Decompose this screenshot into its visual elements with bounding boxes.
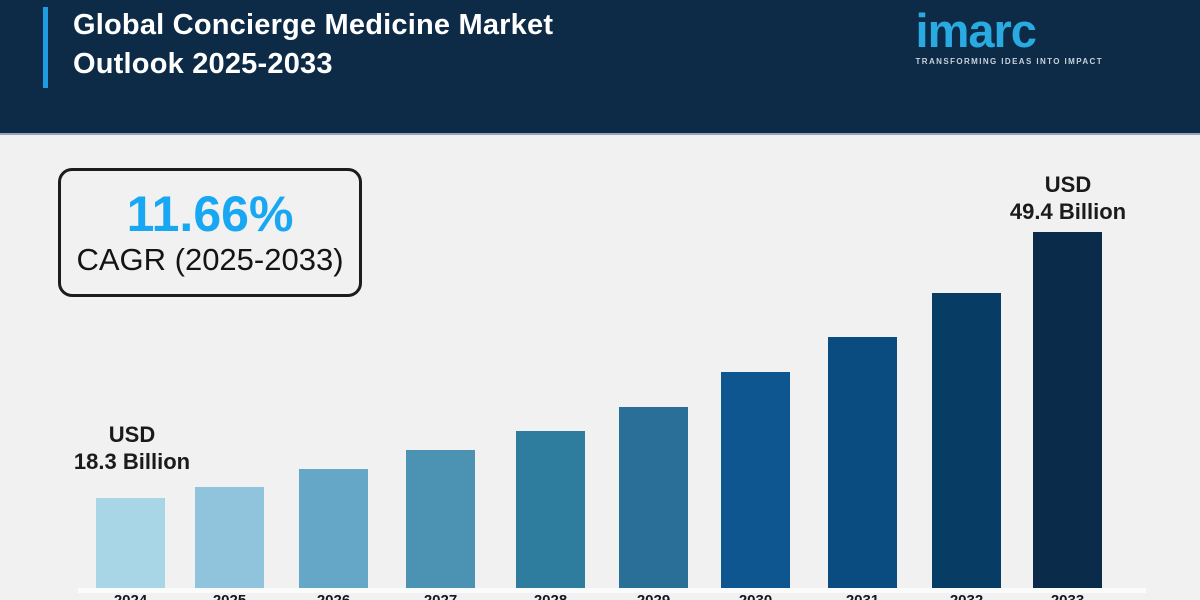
bar-2032	[932, 293, 1001, 588]
x-axis-label-2024: 2024	[91, 592, 171, 600]
imarc-logo: imarc TRANSFORMING IDEAS INTO IMPACT	[915, 4, 1103, 66]
cagr-card: 11.66% CAGR (2025-2033)	[58, 168, 362, 297]
bar-2028	[516, 431, 585, 588]
cagr-value: 11.66%	[126, 186, 294, 242]
value-label-2024: USD 18.3 Billion	[22, 421, 242, 475]
cagr-label: CAGR (2025-2033)	[76, 242, 344, 277]
bar-2025	[195, 487, 264, 588]
value-label-2024-currency: USD	[108, 422, 156, 447]
x-axis-label-2026: 2026	[294, 592, 374, 600]
x-axis-label-2028: 2028	[511, 592, 591, 600]
bar-2031	[828, 337, 897, 588]
bar-2024	[96, 498, 165, 588]
imarc-logo-tagline: TRANSFORMING IDEAS INTO IMPACT	[915, 57, 1103, 66]
title-accent-bar	[43, 7, 48, 88]
bar-2029	[619, 407, 688, 588]
x-axis-line	[78, 588, 1146, 593]
bar-2033	[1033, 232, 1102, 588]
x-axis-label-2030: 2030	[716, 592, 796, 600]
value-label-2033-amount: 49.4 Billion	[1009, 199, 1127, 224]
bar-2026	[299, 469, 368, 588]
x-axis-label-2032: 2032	[927, 592, 1007, 600]
x-axis-label-2033: 2033	[1028, 592, 1108, 600]
x-axis-label-2027: 2027	[401, 592, 481, 600]
bar-2027	[406, 450, 475, 588]
page-title: Global Concierge Medicine Market Outlook…	[73, 9, 554, 80]
value-label-2033: USD 49.4 Billion	[958, 171, 1178, 225]
value-label-2033-currency: USD	[1044, 172, 1092, 197]
bar-2030	[721, 372, 790, 588]
value-label-2024-amount: 18.3 Billion	[73, 449, 191, 474]
x-axis-label-2031: 2031	[823, 592, 903, 600]
header: Global Concierge Medicine Market Outlook…	[0, 0, 1200, 135]
imarc-logo-text: imarc	[915, 4, 1037, 57]
x-axis-label-2029: 2029	[614, 592, 694, 600]
x-axis-label-2025: 2025	[190, 592, 270, 600]
